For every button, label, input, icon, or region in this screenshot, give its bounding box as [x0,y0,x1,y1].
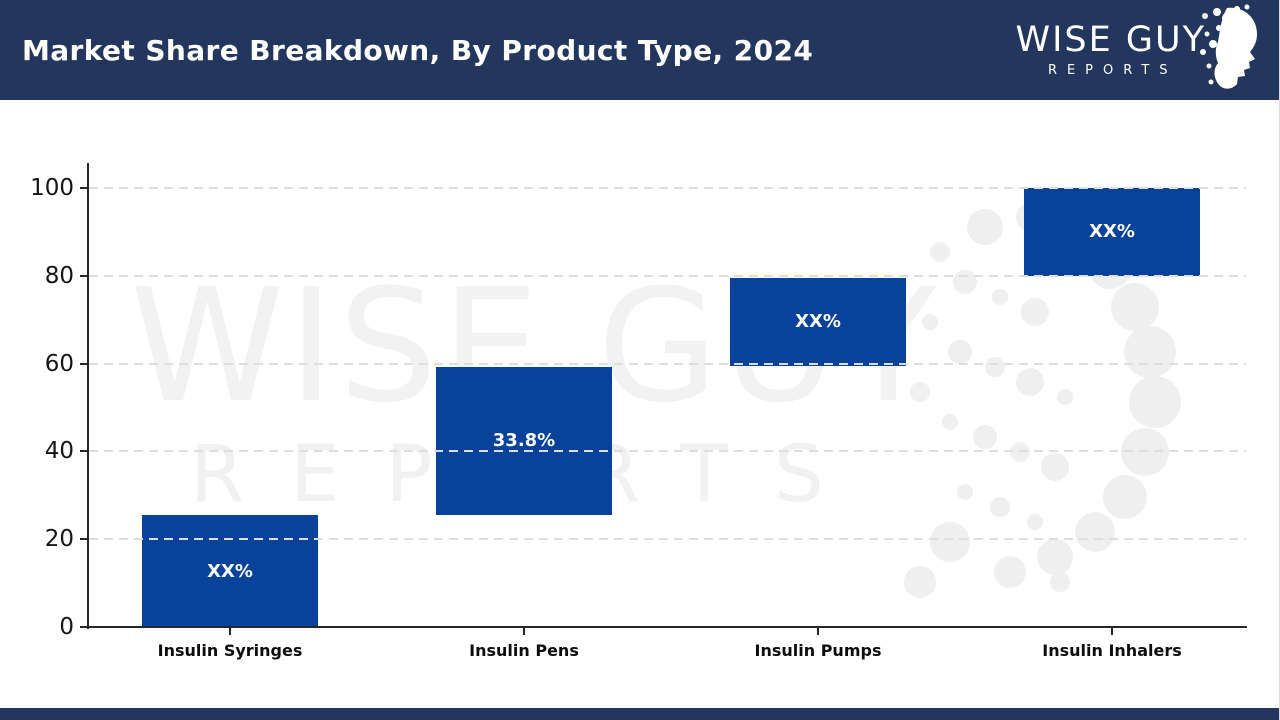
gridline-20 [89,538,1246,541]
x-tick-label: Insulin Inhalers [1042,641,1182,660]
y-tick [80,450,87,453]
x-tick [229,628,231,635]
header-bar: Market Share Breakdown, By Product Type,… [0,0,1279,100]
y-tick [80,187,87,189]
brand-tagline: REPORTS [1047,62,1178,78]
bar-value-label: XX% [795,311,841,333]
y-tick-label: 40 [44,438,74,465]
x-axis-line [87,626,1247,628]
y-tick [80,626,87,628]
x-tick [817,628,819,635]
y-tick [80,274,87,277]
gridline-100 [89,187,1246,189]
gridline-80 [89,274,1246,277]
bar-value-label: XX% [1089,221,1135,243]
page-title: Market Share Breakdown, By Product Type,… [22,33,814,67]
x-tick [1111,628,1113,635]
y-tick-label: 100 [30,175,74,201]
brand-head-icon [1196,4,1262,96]
y-tick-label: 0 [59,614,74,640]
y-tick [80,538,87,541]
x-tick-label: Insulin Pumps [754,641,882,660]
y-tick-label: 80 [44,262,74,289]
bar-value-label: XX% [207,560,253,582]
gridline-60 [89,362,1246,365]
brand-name: WISE GUY [1015,19,1206,60]
bar-insulin-syringes: XX% [142,515,318,627]
bar-insulin-inhalers: XX% [1024,188,1200,276]
x-tick [523,628,525,635]
y-tick [80,362,87,365]
bar-insulin-pumps: XX% [730,277,906,366]
footer-bar [0,708,1279,720]
x-tick-label: Insulin Pens [469,641,579,660]
y-axis-line [87,163,89,629]
bar-value-label: 33.8% [492,430,556,452]
gridline-40 [89,450,1246,453]
brand-logo: WISE GUY REPORTS [1015,4,1262,96]
x-tick-label: Insulin Syringes [157,641,303,660]
y-tick-label: 60 [44,350,74,377]
bar-insulin-pens: 33.8% [436,366,612,516]
brand-logo-text: WISE GUY REPORTS [1015,19,1206,78]
y-tick-label: 20 [44,526,74,553]
